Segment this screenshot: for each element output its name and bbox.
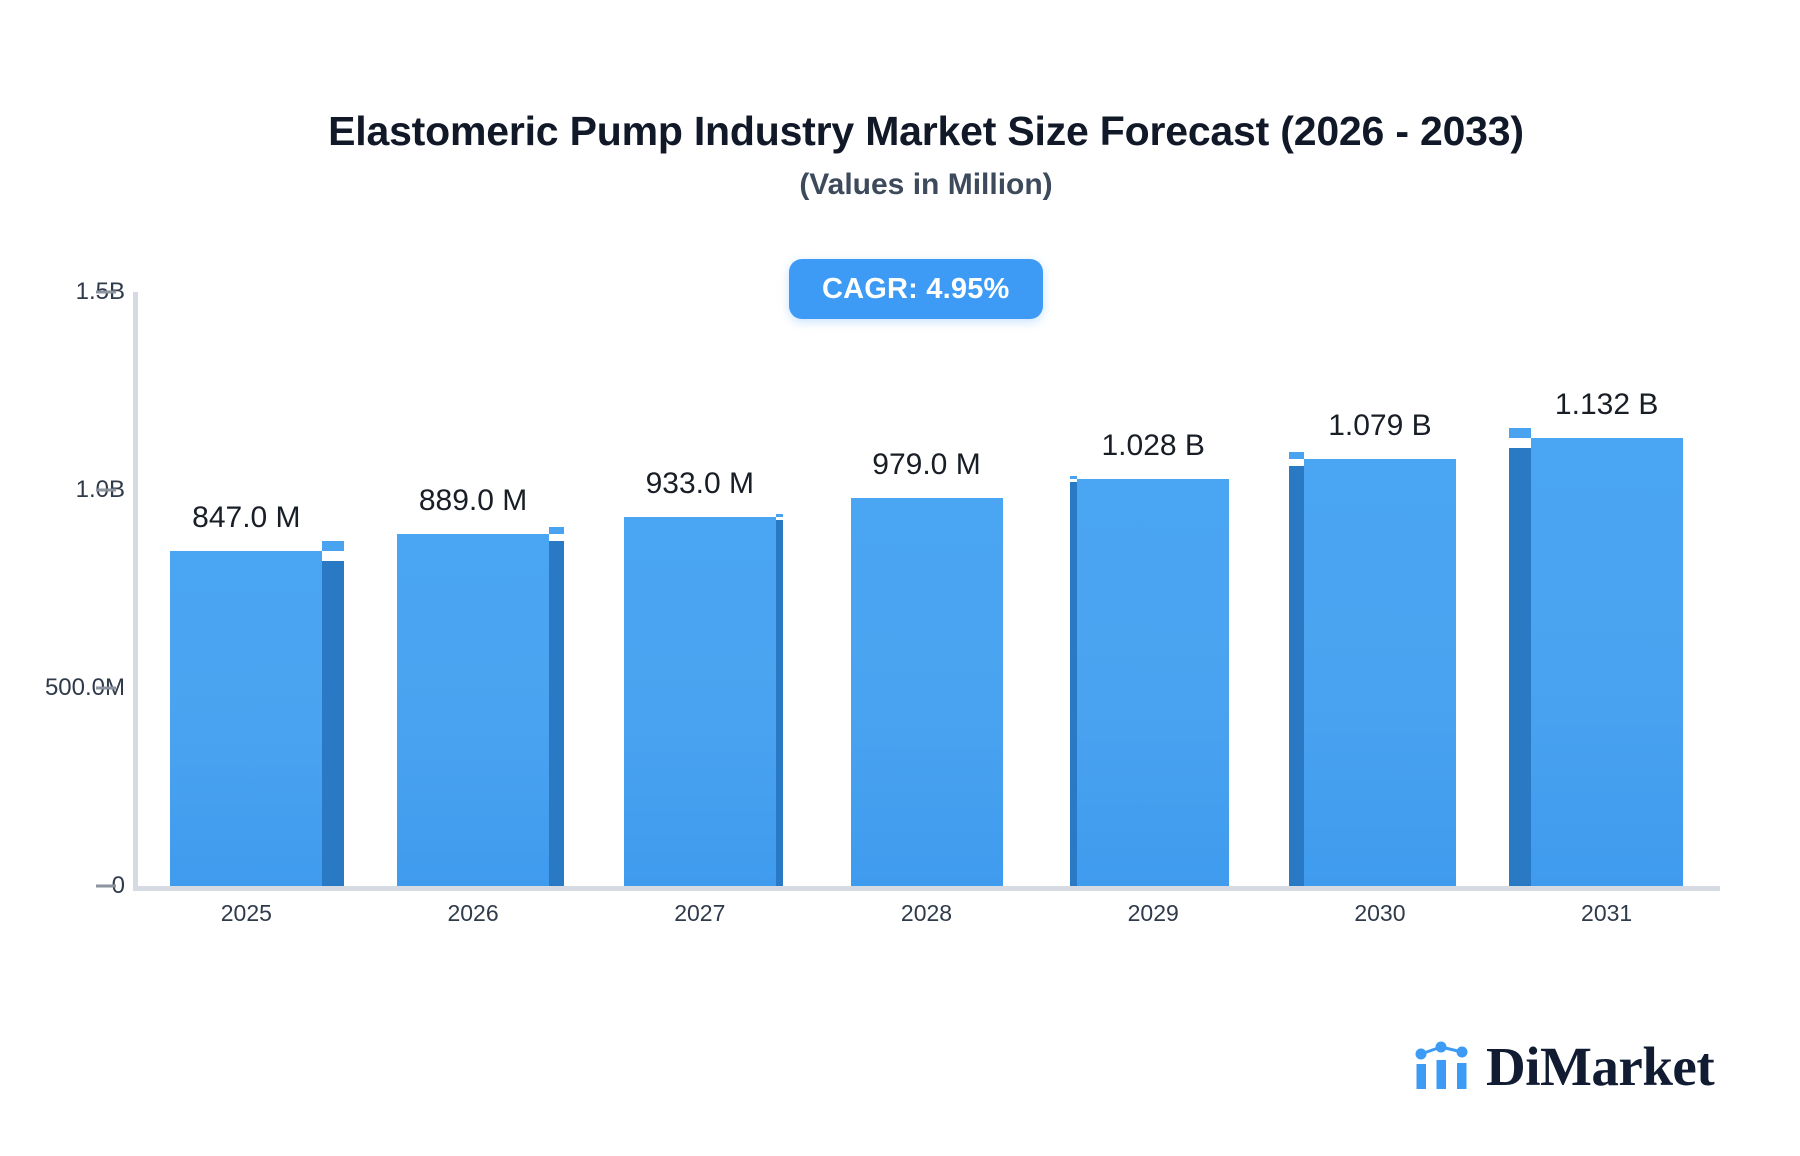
x-axis-tick-label: 2027 [674, 900, 726, 926]
x-axis-line [133, 886, 1720, 891]
bar-top-face [1508, 427, 1531, 438]
bar-front-face [1303, 458, 1456, 886]
bar-value-label: 979.0 M [872, 448, 981, 482]
x-axis-tick-label: 2031 [1581, 900, 1633, 926]
y-axis-tick-mark [96, 884, 116, 888]
bar[interactable]: 889.0 M [397, 484, 565, 886]
bar[interactable]: 979.0 M [850, 448, 1003, 886]
bar-value-label: 889.0 M [418, 483, 528, 517]
bar[interactable]: 1.132 B [1508, 388, 1683, 886]
bar-front-face [1077, 478, 1230, 886]
bar-side-face [322, 560, 345, 886]
x-axis-tick-label: 2025 [220, 900, 272, 926]
bar-side-face [775, 519, 783, 886]
page-title: Elastomeric Pump Industry Market Size Fo… [328, 108, 1524, 154]
bar-value-label: 847.0 M [192, 500, 301, 534]
plot-area: 847.0 M 889.0 M 933.0 M 979.0 M 1.028 B 1.079… [133, 292, 1720, 886]
bar-front-face [1530, 437, 1683, 886]
bar-top-face [1070, 475, 1078, 479]
cagr-badge-label: CAGR: 4.95% [822, 272, 1010, 305]
bar[interactable]: 847.0 M [170, 501, 345, 886]
bar-value-label: 1.132 B [1554, 387, 1659, 421]
y-axis-line [133, 292, 138, 886]
bar[interactable]: 1.028 B [1070, 429, 1230, 886]
bar-front-face [850, 498, 1003, 886]
x-axis-tick-label: 2028 [900, 900, 953, 926]
y-axis: 0 500.0M 1.0B 1.5B [0, 278, 125, 899]
x-axis: 2025 2026 2027 2028 2029 2030 2031 [133, 886, 1720, 956]
bar-top-face [1288, 451, 1304, 459]
chart-subtitle: (Values in Million) [799, 168, 1053, 201]
bar-side-face [1508, 447, 1531, 886]
bar-value-label: 1.079 B [1328, 408, 1432, 442]
y-axis-tick-mark [96, 488, 116, 492]
y-axis-tick-label: 0 [111, 872, 125, 899]
x-axis-tick-label: 2029 [1127, 900, 1179, 926]
bar-top-face [549, 526, 565, 534]
bar[interactable]: 933.0 M [623, 467, 783, 886]
x-axis-tick-label: 2026 [447, 900, 499, 926]
x-axis-tick-label: 2030 [1354, 900, 1406, 926]
bar-side-face [1070, 481, 1078, 886]
bar-top-face [322, 540, 345, 551]
bar-chart-logo-icon [1415, 1041, 1468, 1089]
bar-value-label: 933.0 M [645, 466, 754, 500]
bar-value-label: 1.028 B [1101, 428, 1205, 462]
y-axis-tick-mark [96, 290, 116, 294]
bar-front-face [170, 550, 323, 886]
brand-name: DiMarket [1486, 1035, 1715, 1097]
brand-logo: DiMarket [1412, 1035, 1715, 1097]
cagr-badge: CAGR: 4.95% [789, 259, 1043, 319]
bar-side-face [1288, 465, 1304, 886]
bar-front-face [397, 533, 550, 886]
bar-top-face [775, 513, 783, 517]
y-axis-tick-mark [96, 686, 116, 690]
bar-front-face [623, 516, 776, 886]
bar-side-face [549, 540, 565, 886]
bar[interactable]: 1.079 B [1288, 409, 1456, 886]
